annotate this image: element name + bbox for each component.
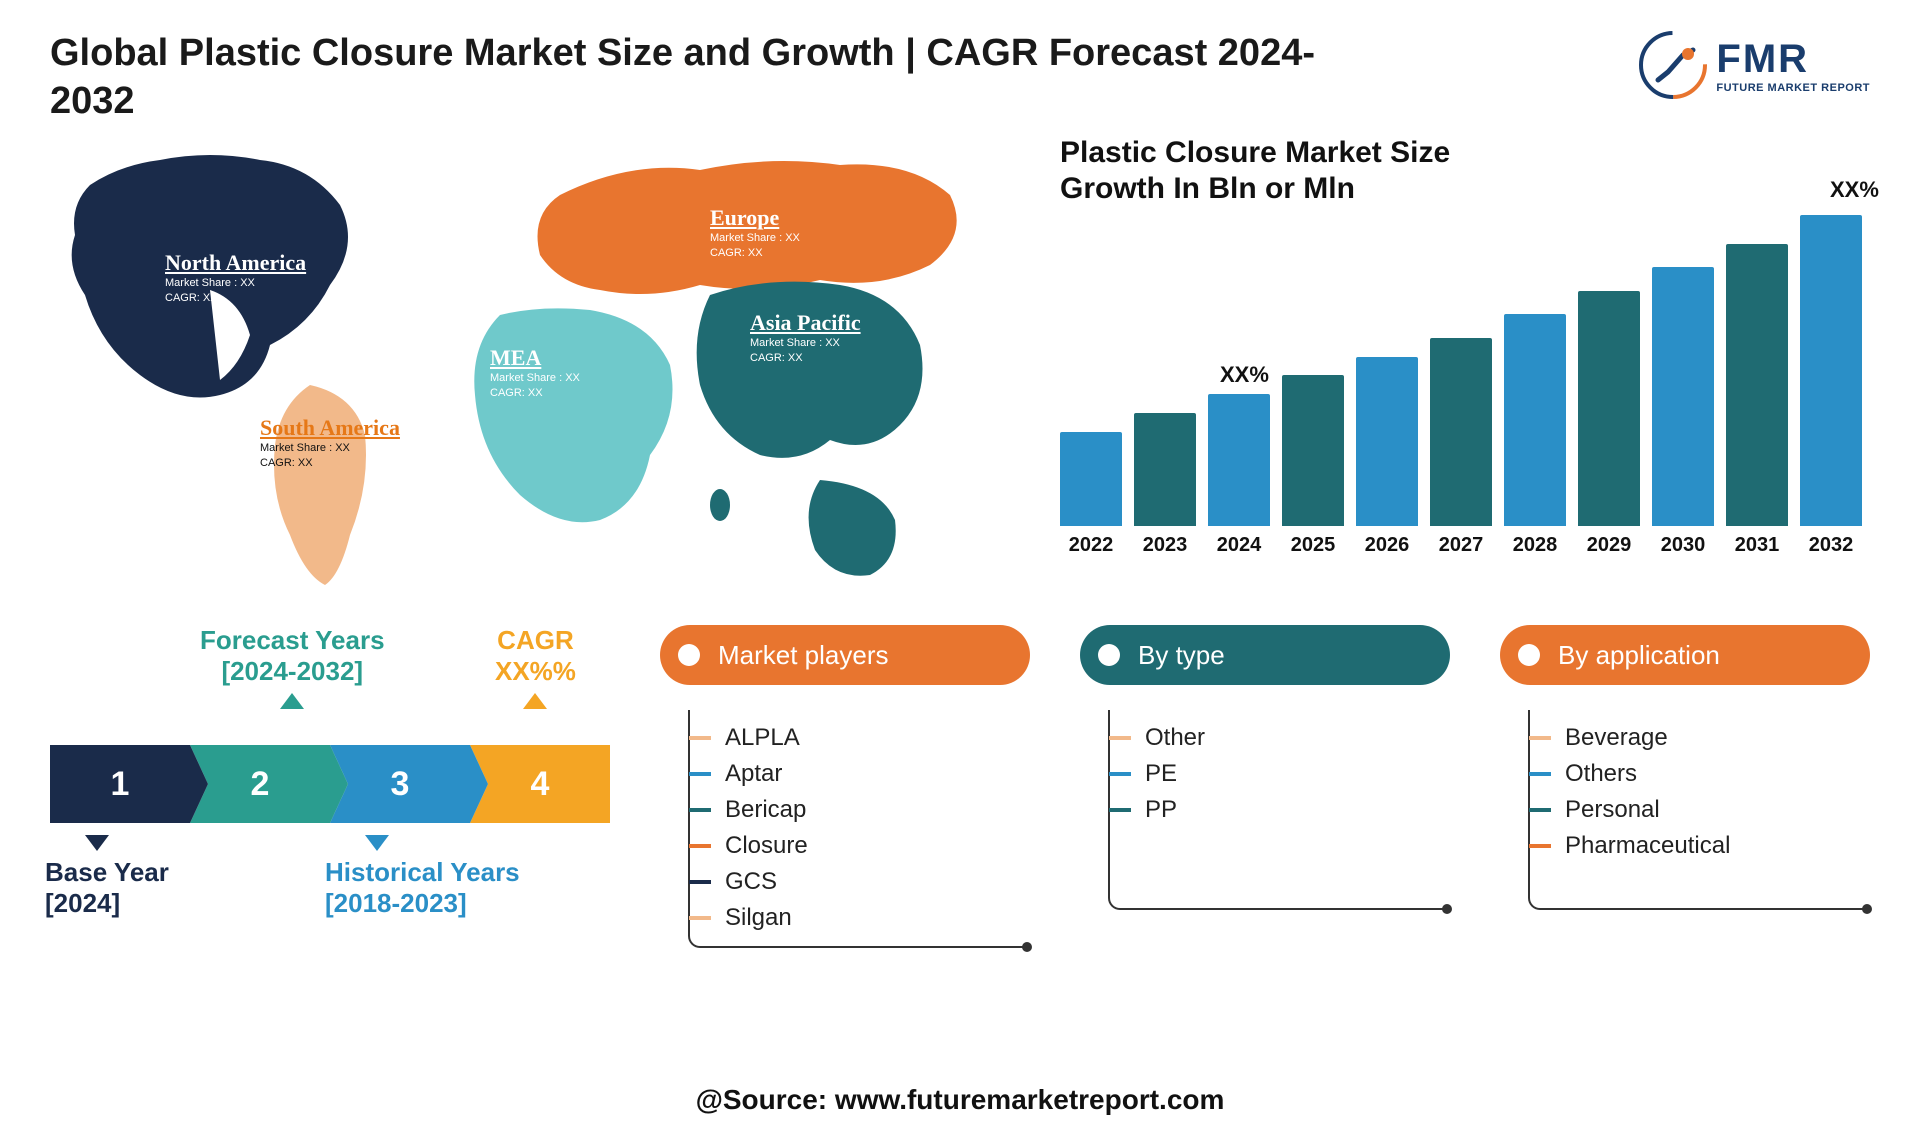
logo-icon [1638, 30, 1708, 100]
category-item: Pharmaceutical [1530, 828, 1870, 864]
category-item: Silgan [690, 900, 1030, 936]
category-item: PE [1110, 756, 1450, 792]
category-item: PP [1110, 792, 1450, 828]
category-item: Closure [690, 828, 1030, 864]
map-label-north-america: North America Market Share : XX CAGR: XX [165, 250, 306, 307]
chart-bar: 2025 [1282, 375, 1344, 557]
category-column: Market players ALPLAAptarBericapClosureG… [660, 625, 1030, 948]
category-item: GCS [690, 864, 1030, 900]
category-item: Other [1110, 720, 1450, 756]
timeline-top-label: Forecast Years[2024-2032] [200, 625, 385, 709]
timeline-bottom-label: Base Year[2024] [45, 835, 169, 919]
chart-bar: 2029 [1578, 291, 1640, 557]
category-item: Others [1530, 756, 1870, 792]
category-item: Bericap [690, 792, 1030, 828]
chart-bar: 2030 [1652, 267, 1714, 557]
map-label-asia-pacific: Asia Pacific Market Share : XX CAGR: XX [750, 310, 861, 367]
chart-pct-label: XX% [1220, 362, 1269, 388]
world-map: North America Market Share : XX CAGR: XX… [50, 135, 1010, 595]
timeline-segment: 2 [190, 745, 330, 823]
chart-bar: 2026 [1356, 357, 1418, 557]
timeline: Forecast Years[2024-2032]CAGRXX%% 1234 B… [50, 625, 610, 985]
growth-chart: Plastic Closure Market Size Growth In Bl… [1030, 135, 1870, 595]
category-header: By application [1500, 625, 1870, 685]
logo-text-sub: FUTURE MARKET REPORT [1716, 82, 1870, 94]
category-item: ALPLA [690, 720, 1030, 756]
map-label-south-america: South America Market Share : XX CAGR: XX [260, 415, 400, 472]
bullet-icon [1518, 644, 1540, 666]
chart-bar: 2028 [1504, 314, 1566, 557]
chart-bar: 2022 [1060, 432, 1122, 557]
map-region-south-america [250, 375, 410, 595]
category-list: OtherPEPP [1108, 710, 1450, 910]
timeline-segment: 1 [50, 745, 190, 823]
category-item: Aptar [690, 756, 1030, 792]
timeline-segment: 4 [470, 745, 610, 823]
chart-bar: 2032 [1800, 215, 1862, 557]
category-list: BeverageOthersPersonalPharmaceutical [1528, 710, 1870, 910]
chart-bar: 2023 [1134, 413, 1196, 557]
timeline-top-label: CAGRXX%% [495, 625, 576, 709]
category-header: Market players [660, 625, 1030, 685]
category-item: Beverage [1530, 720, 1870, 756]
map-label-europe: Europe Market Share : XX CAGR: XX [710, 205, 800, 262]
category-list: ALPLAAptarBericapClosureGCSSilgan [688, 710, 1030, 948]
bullet-icon [678, 644, 700, 666]
category-item: Personal [1530, 792, 1870, 828]
logo: FMR FUTURE MARKET REPORT [1638, 30, 1870, 100]
chart-pct-label: XX% [1830, 177, 1879, 203]
timeline-segment: 3 [330, 745, 470, 823]
bullet-icon [1098, 644, 1120, 666]
timeline-bottom-label: Historical Years[2018-2023] [325, 835, 520, 919]
chart-title: Plastic Closure Market Size Growth In Bl… [1060, 135, 1460, 207]
logo-text-main: FMR [1716, 37, 1870, 82]
source-attribution: @Source: www.futuremarketreport.com [0, 1084, 1920, 1116]
chart-bar: 2027 [1430, 338, 1492, 557]
chart-bar: 2024 [1208, 394, 1270, 557]
category-column: By type OtherPEPP [1080, 625, 1450, 948]
category-header: By type [1080, 625, 1450, 685]
category-column: By application BeverageOthersPersonalPha… [1500, 625, 1870, 948]
chart-bar: 2031 [1726, 244, 1788, 557]
map-label-mea: MEA Market Share : XX CAGR: XX [490, 345, 580, 402]
page-title: Global Plastic Closure Market Size and G… [50, 30, 1330, 125]
